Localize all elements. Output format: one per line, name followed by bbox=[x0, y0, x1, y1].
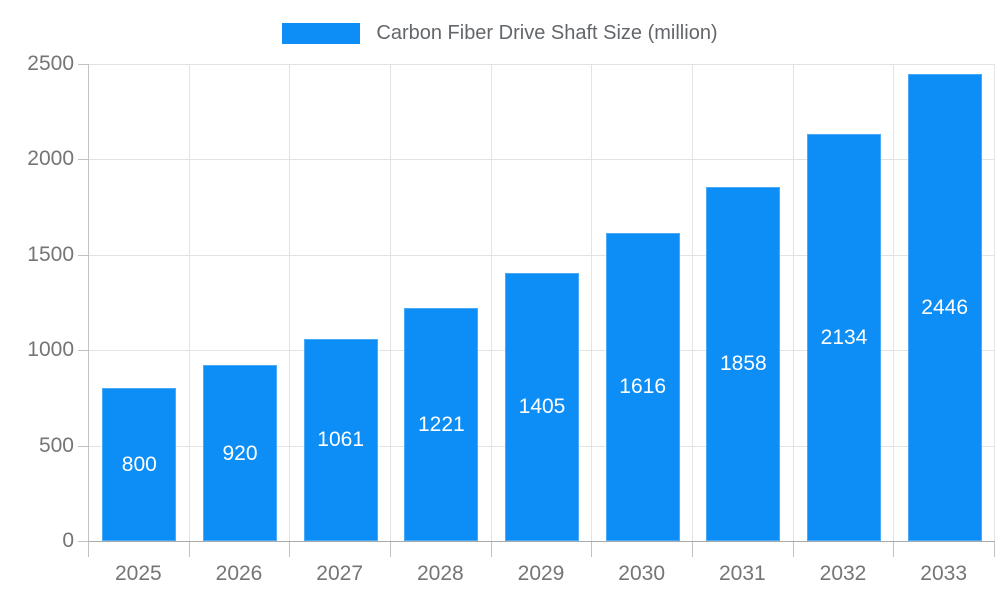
y-axis-tick-label: 1500 bbox=[27, 242, 74, 266]
gridline-vertical bbox=[692, 64, 693, 541]
x-axis-tick-mark bbox=[289, 542, 291, 557]
bar-2027[interactable]: 1061 bbox=[303, 338, 378, 541]
x-axis-tick-mark bbox=[994, 542, 995, 557]
x-axis-tick-label: 2027 bbox=[316, 562, 364, 585]
y-axis-tick-mark bbox=[78, 350, 88, 352]
gridline-horizontal bbox=[89, 159, 995, 161]
y-axis-tick-mark bbox=[78, 445, 88, 447]
x-axis-tick-label: 2032 bbox=[819, 562, 867, 585]
gridline-vertical bbox=[188, 64, 190, 541]
y-axis-tick-label: 0 bbox=[62, 529, 74, 552]
bar-2032[interactable]: 2134 bbox=[807, 133, 881, 541]
bar-value-label: 1061 bbox=[317, 428, 365, 452]
y-axis-tick-mark bbox=[78, 254, 88, 256]
x-axis-tick-label: 2029 bbox=[517, 562, 565, 585]
bar-value-label: 2446 bbox=[921, 296, 969, 320]
gridline-vertical bbox=[792, 64, 794, 541]
bar-2033[interactable]: 2446 bbox=[907, 74, 982, 541]
bar-2025[interactable]: 800 bbox=[102, 388, 177, 541]
y-axis-tick-mark bbox=[78, 64, 88, 65]
bar-2030[interactable]: 1616 bbox=[605, 232, 680, 541]
x-axis-tick-label: 2028 bbox=[416, 562, 464, 585]
x-axis-tick-mark bbox=[792, 542, 794, 557]
bar-value-label: 800 bbox=[121, 453, 157, 477]
y-axis-tick-mark bbox=[78, 159, 88, 161]
x-axis-tick-label: 2031 bbox=[718, 562, 766, 585]
y-axis-tick-label: 2500 bbox=[27, 52, 74, 75]
legend-swatch-icon bbox=[282, 22, 361, 44]
gridline-vertical bbox=[994, 64, 995, 541]
bar-value-label: 1221 bbox=[417, 413, 465, 437]
x-axis-tick-mark bbox=[390, 542, 391, 557]
y-axis-tick-label: 2000 bbox=[27, 147, 74, 171]
x-axis-tick-label: 2025 bbox=[114, 562, 162, 585]
bar-value-label: 2134 bbox=[820, 325, 868, 349]
bar-2026[interactable]: 920 bbox=[203, 365, 277, 541]
gridline-vertical bbox=[289, 64, 291, 541]
bar-2029[interactable]: 1405 bbox=[505, 272, 579, 541]
gridline-horizontal bbox=[89, 64, 995, 65]
gridline-vertical bbox=[893, 64, 895, 541]
y-axis-tick-label: 1000 bbox=[27, 338, 74, 362]
x-axis-tick-label: 2026 bbox=[215, 562, 263, 585]
y-axis-tick-label: 500 bbox=[38, 433, 74, 457]
bar-value-label: 1616 bbox=[619, 375, 667, 399]
x-axis-tick-mark bbox=[188, 542, 190, 557]
y-axis-tick-mark bbox=[78, 541, 88, 542]
gridline-vertical bbox=[591, 64, 593, 541]
gridline-vertical bbox=[390, 64, 391, 541]
x-axis-tick-label: 2033 bbox=[920, 562, 968, 585]
bar-value-label: 1405 bbox=[518, 395, 566, 419]
chart-legend[interactable]: Carbon Fiber Drive Shaft Size (million) bbox=[0, 20, 1000, 46]
bar-value-label: 920 bbox=[222, 441, 258, 465]
x-axis-tick-mark bbox=[88, 542, 89, 557]
gridline-horizontal bbox=[89, 254, 995, 256]
legend-label: Carbon Fiber Drive Shaft Size (million) bbox=[376, 21, 718, 44]
x-axis-tick-label: 2030 bbox=[618, 562, 666, 585]
bar-2031[interactable]: 1858 bbox=[706, 186, 781, 541]
x-axis-tick-mark bbox=[591, 542, 593, 557]
x-axis-tick-mark bbox=[490, 542, 492, 557]
x-axis-tick-mark bbox=[692, 542, 693, 557]
x-axis-tick-mark bbox=[893, 542, 895, 557]
plot-area: 800 920 1061 1221 1405 1616 1858 2134 2446 bbox=[88, 64, 995, 542]
gridline-vertical bbox=[490, 64, 492, 541]
bar-value-label: 1858 bbox=[719, 352, 767, 376]
bar-2028[interactable]: 1221 bbox=[404, 308, 479, 541]
